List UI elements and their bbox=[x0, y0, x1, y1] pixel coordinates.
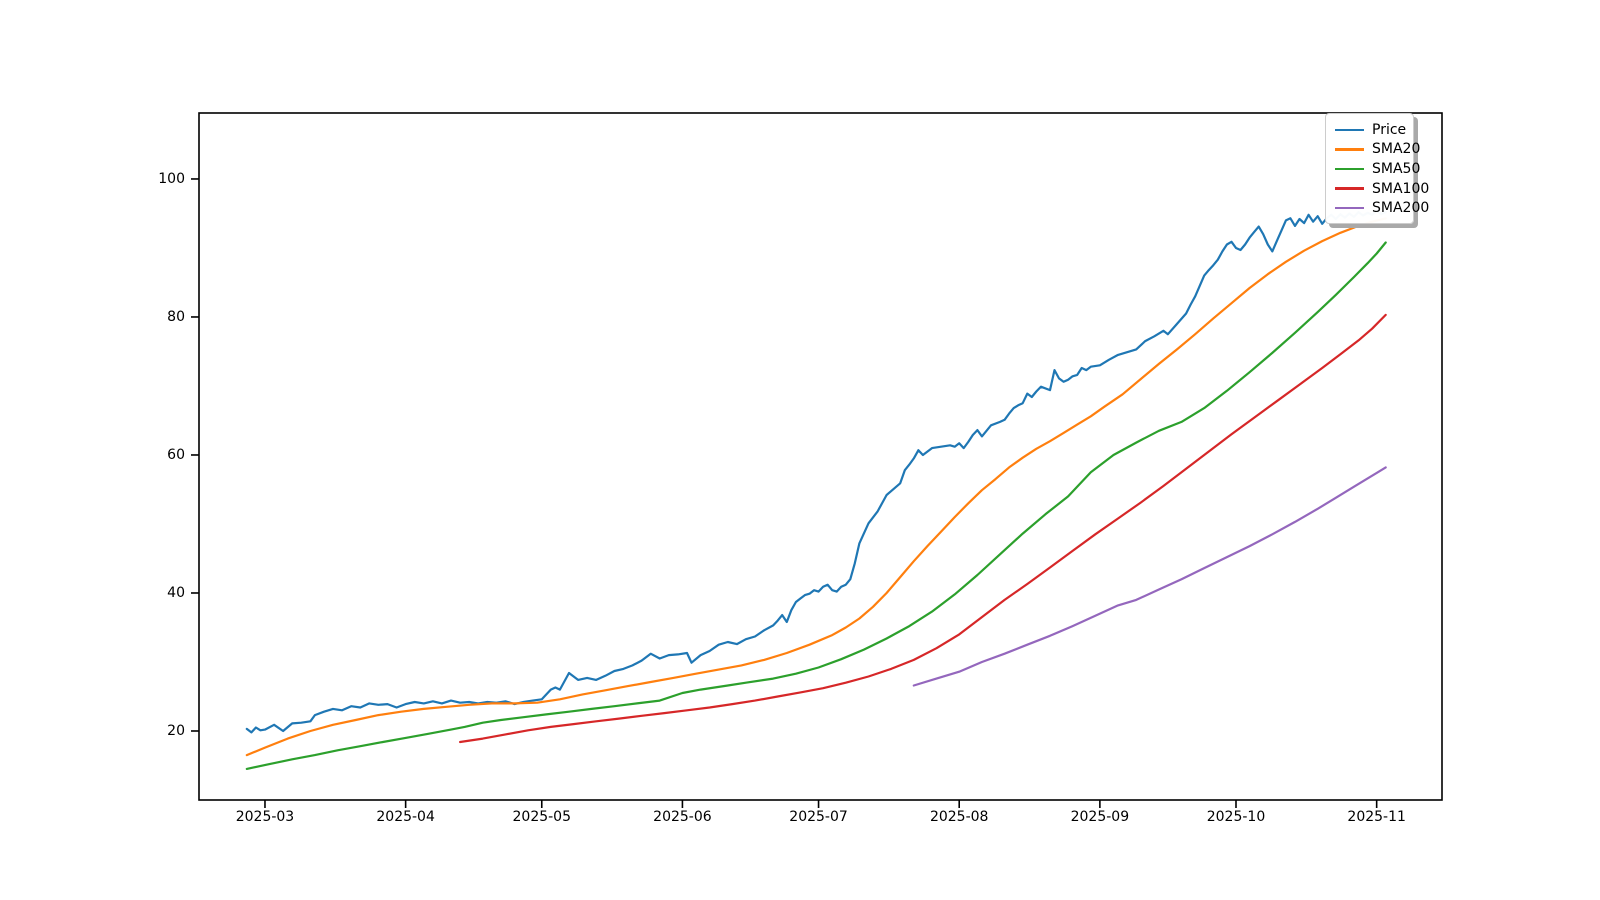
series-line-sma100 bbox=[459, 313, 1387, 744]
sma200-line-swatch bbox=[1335, 207, 1364, 210]
y-tick-label: 60 bbox=[167, 446, 185, 463]
legend-item-sma200: SMA200 bbox=[1335, 198, 1429, 218]
legend-label-sma200: SMA200 bbox=[1372, 200, 1430, 217]
series-line-sma200 bbox=[912, 466, 1387, 687]
sma50-line-swatch bbox=[1335, 167, 1364, 171]
sma100-line-swatch bbox=[1335, 187, 1364, 190]
y-tick-label: 40 bbox=[167, 584, 185, 601]
series-line-price bbox=[245, 209, 1387, 734]
legend-label-price: Price bbox=[1372, 121, 1407, 138]
x-tick-label: 2025-05 bbox=[512, 809, 572, 825]
x-tick-label: 2025-09 bbox=[1070, 809, 1130, 825]
x-tick-label: 2025-07 bbox=[789, 809, 848, 825]
legend-label-sma50: SMA50 bbox=[1372, 160, 1421, 177]
plot-border bbox=[198, 112, 1443, 801]
legend: Price SMA20 SMA50 SMA100 SMA200 bbox=[1325, 113, 1429, 224]
y-tick-label: 80 bbox=[167, 308, 185, 325]
x-tick-label: 2025-11 bbox=[1347, 809, 1406, 825]
legend-label-sma100: SMA100 bbox=[1372, 180, 1430, 197]
x-tick-label: 2025-04 bbox=[376, 809, 435, 825]
y-tick-label: 20 bbox=[167, 722, 185, 739]
legend-label-sma20: SMA20 bbox=[1372, 141, 1421, 158]
legend-item-price: Price bbox=[1335, 120, 1407, 140]
series-line-sma20 bbox=[245, 217, 1387, 757]
legend-item-sma50: SMA50 bbox=[1335, 159, 1420, 179]
legend-item-sma100: SMA100 bbox=[1335, 179, 1429, 199]
series-line-sma50 bbox=[245, 241, 1387, 770]
x-tick-label: 2025-10 bbox=[1206, 809, 1266, 825]
y-tick-label: 100 bbox=[158, 170, 185, 187]
legend-item-sma20: SMA20 bbox=[1335, 140, 1420, 160]
x-tick-label: 2025-08 bbox=[929, 809, 989, 825]
sma20-line-swatch bbox=[1335, 148, 1364, 151]
price-line-swatch bbox=[1335, 128, 1364, 131]
x-tick-label: 2025-06 bbox=[653, 809, 712, 825]
x-tick-label: 2025-03 bbox=[235, 809, 295, 825]
